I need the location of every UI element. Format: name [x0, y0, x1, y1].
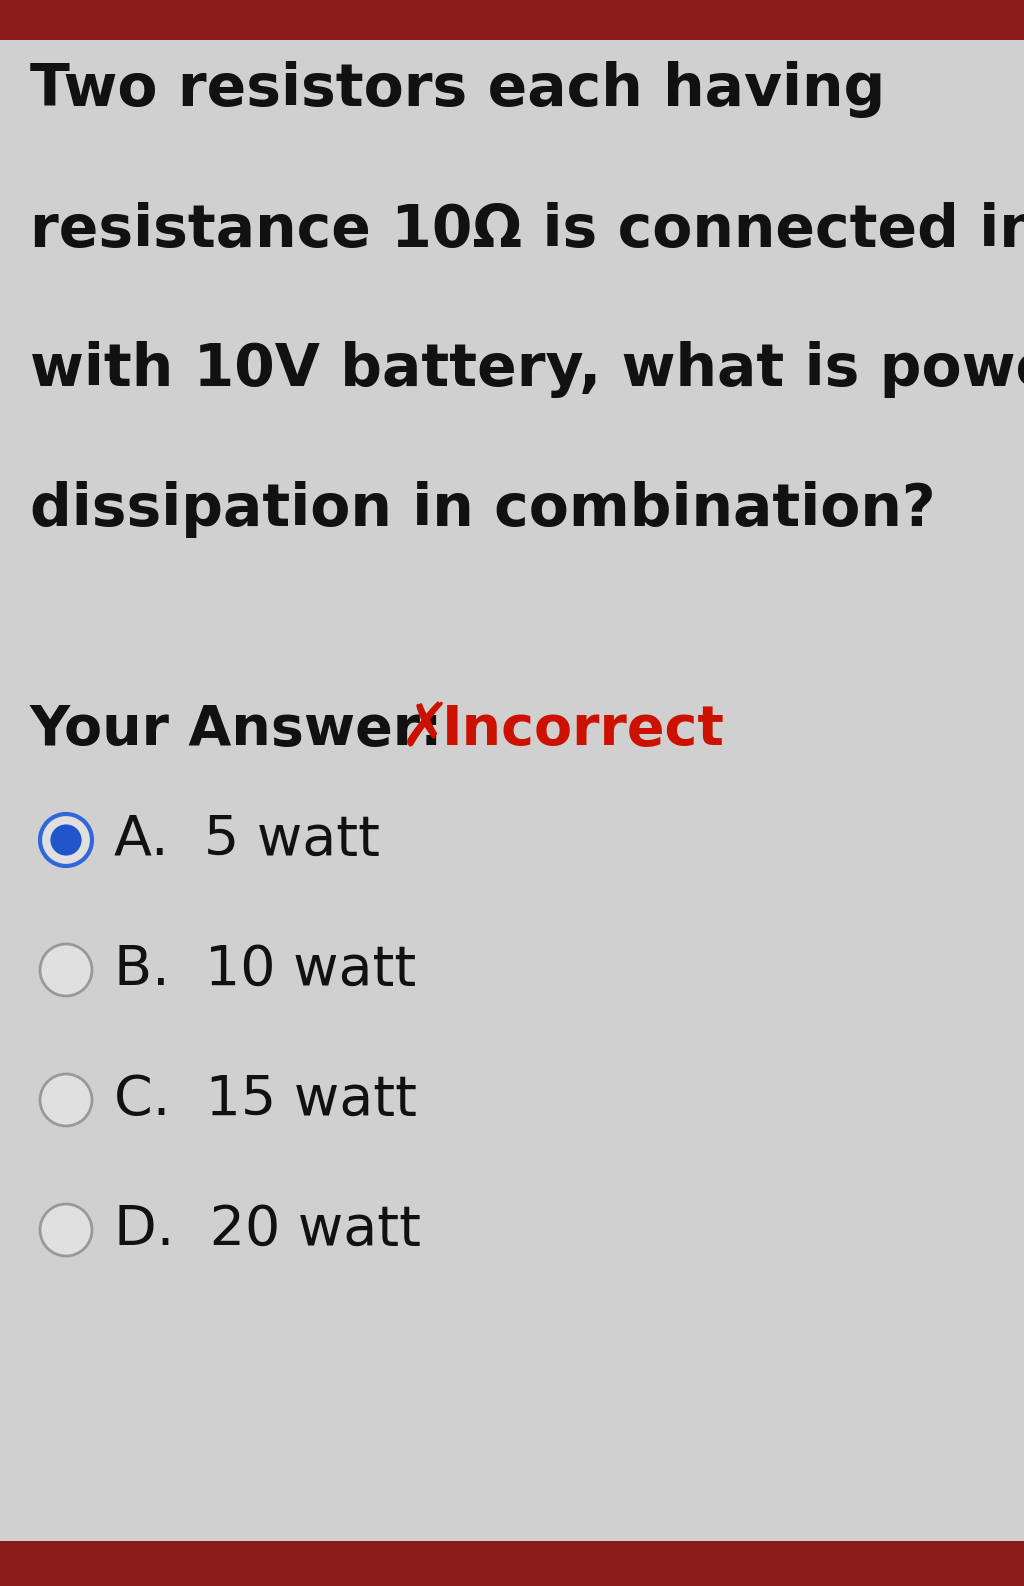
Circle shape [40, 1204, 92, 1256]
Circle shape [40, 1074, 92, 1126]
Bar [0, 0, 1024, 40]
Text: Your Answer:: Your Answer: [30, 703, 482, 757]
Text: Two resistors each having: Two resistors each having [30, 62, 886, 119]
Text: C.  15 watt: C. 15 watt [114, 1074, 417, 1128]
Bar [0, 1542, 1024, 1586]
Circle shape [50, 825, 82, 855]
Text: dissipation in combination?: dissipation in combination? [30, 482, 936, 539]
Circle shape [40, 944, 92, 996]
Text: D.  20 watt: D. 20 watt [114, 1204, 421, 1258]
Text: A.  5 watt: A. 5 watt [114, 814, 380, 868]
Text: B.  10 watt: B. 10 watt [114, 944, 416, 998]
Text: resistance 10Ω is connected in: resistance 10Ω is connected in [30, 201, 1024, 259]
Text: Incorrect: Incorrect [442, 703, 725, 757]
Text: with 10V battery, what is power: with 10V battery, what is power [30, 341, 1024, 398]
Circle shape [40, 814, 92, 866]
Text: ✗: ✗ [400, 701, 452, 760]
